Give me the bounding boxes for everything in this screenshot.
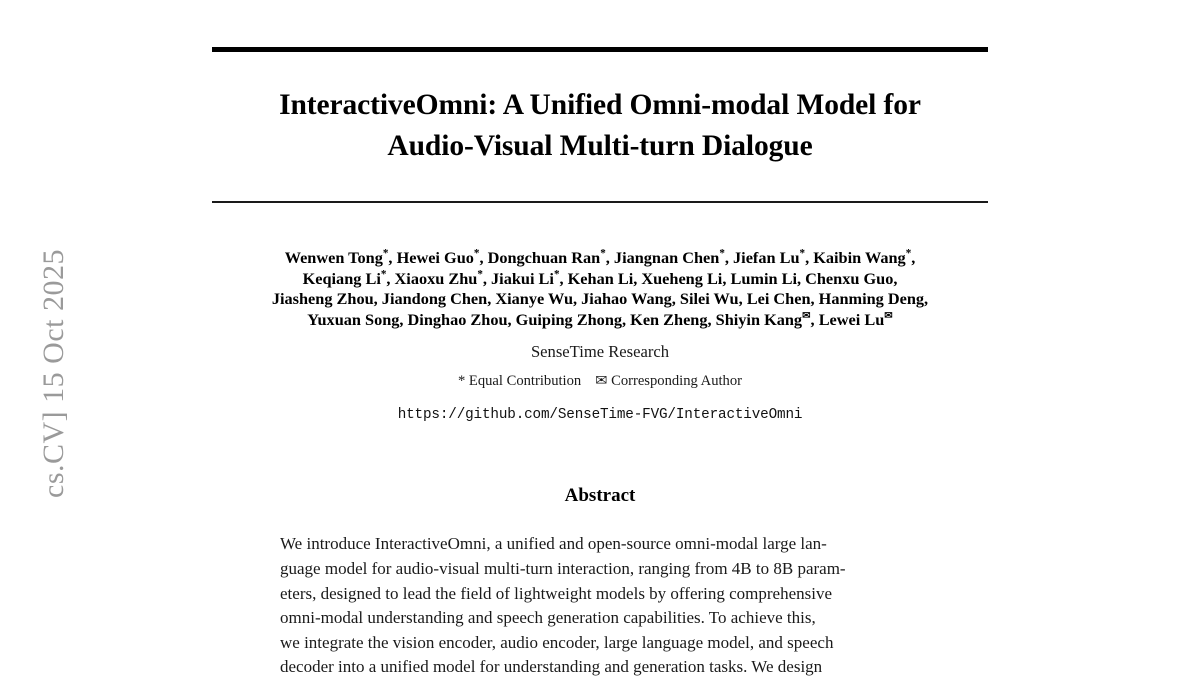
page-title: InteractiveOmni: A Unified Omni-modal Mo…	[220, 85, 980, 167]
equal-contribution-note: * Equal Contribution	[457, 373, 582, 390]
corresponding-author-marker: ✉	[884, 310, 893, 322]
equal-contribution-marker: *	[477, 268, 483, 281]
corresponding-author-marker: ✉	[802, 310, 811, 322]
author-line-4: Yuxuan Song, Dinghao Zhou, Guiping Zhong…	[307, 309, 893, 329]
arxiv-sidebar-stamp: cs.CV] 15 Oct 2025	[37, 249, 70, 498]
paper-page: InteractiveOmni: A Unified Omni-modal Mo…	[212, 0, 988, 676]
abstract-line: eters, designed to lead the field of lig…	[280, 583, 833, 603]
equal-contribution-marker: *	[382, 247, 389, 260]
equal-contribution-marker: *	[473, 247, 480, 260]
equal-contribution-marker: *	[905, 247, 912, 260]
title-rule-wrapper	[212, 201, 988, 203]
title-line-2: Audio-Visual Multi-turn Dialogue	[387, 130, 813, 162]
author-line-3: Jiasheng Zhou, Jiandong Chen, Xianye Wu,…	[271, 289, 929, 309]
abstract-line: decoder into a unified model for underst…	[280, 657, 823, 677]
header-rule-thick	[212, 47, 988, 52]
abstract-line: We introduce InteractiveOmni, a unified …	[280, 534, 827, 554]
author-list: Wenwen Tong*, Hewei Guo*, Dongchuan Ran*…	[214, 248, 986, 330]
abstract-line: omni-modal understanding and speech gene…	[280, 608, 816, 628]
equal-contribution-marker: *	[600, 247, 606, 260]
abstract-line: guage model for audio-visual multi-turn …	[280, 558, 846, 578]
header-rule-thin	[212, 201, 988, 203]
author-footnotes: * Equal Contribution ✉ Corresponding Auth…	[212, 372, 988, 391]
corresponding-author-note: ✉ Corresponding Author	[595, 373, 743, 390]
equal-contribution-marker: *	[799, 247, 806, 260]
affiliation: SenseTime Research	[530, 342, 670, 362]
repository-url-link[interactable]: https://github.com/SenseTime-FVG/Interac…	[397, 407, 803, 424]
equal-contribution-marker: *	[719, 247, 725, 260]
abstract-heading: Abstract	[564, 485, 636, 507]
author-line-1: Wenwen Tong*, Hewei Guo*, Dongchuan Ran*…	[284, 247, 916, 267]
equal-contribution-marker: *	[380, 268, 387, 281]
title-line-1: InteractiveOmni: A Unified Omni-modal Mo…	[279, 89, 921, 121]
equal-contribution-marker: *	[553, 268, 560, 281]
author-line-2: Keqiang Li*, Xiaoxu Zhu*, Jiakui Li*, Ke…	[302, 268, 898, 288]
abstract-body: We introduce InteractiveOmni, a unified …	[280, 532, 933, 680]
abstract-line: we integrate the vision encoder, audio e…	[280, 632, 834, 652]
